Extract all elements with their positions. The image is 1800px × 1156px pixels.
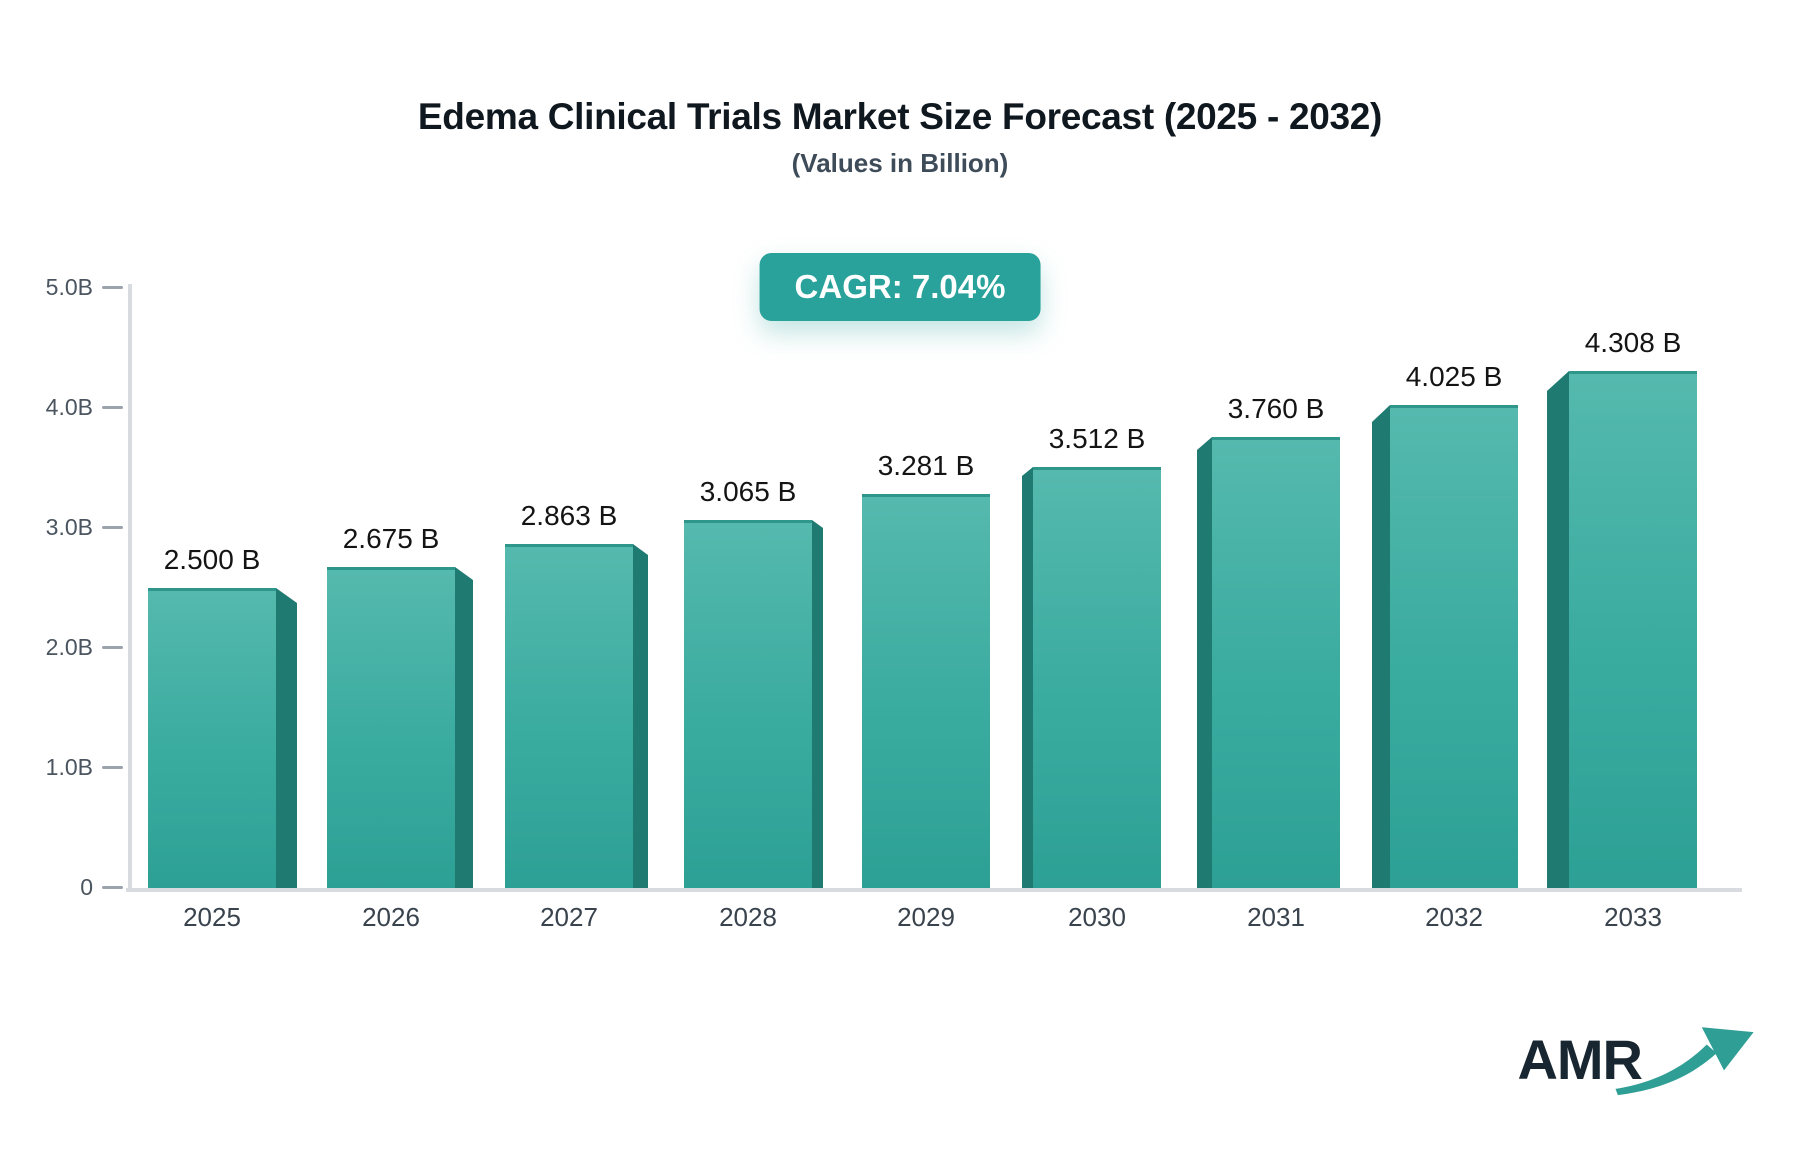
bar-3d-side [633,544,648,888]
x-axis-category-label: 2032 [1425,902,1483,932]
bar [1390,405,1518,888]
bar-3d-side [1197,437,1212,888]
bar-value-label: 3.512 B [1048,423,1146,454]
y-axis-tick-label: 1.0B [45,754,93,780]
x-axis-category-label: 2027 [540,902,598,932]
bar [327,567,455,888]
y-axis-tick-mark [102,526,123,529]
y-axis-tick-label: 2.0B [45,634,93,660]
y-axis-tick-mark [102,766,123,769]
x-axis-category-label: 2031 [1247,902,1305,932]
bar-value-label: 3.281 B [877,450,975,481]
bar-value-label: 2.500 B [163,544,261,575]
growth-arrow-icon [1615,1027,1754,1096]
y-axis-line [128,284,132,892]
bar [862,494,990,888]
bar-3d-side [1022,467,1033,888]
y-axis-tick-mark [102,406,123,409]
bar [1212,437,1340,888]
x-axis-line [126,888,1742,892]
bar-value-label: 3.760 B [1227,393,1325,424]
y-axis-tick-mark [102,886,123,889]
y-axis-tick-label: 0 [80,874,93,900]
bar-value-label: 2.863 B [520,500,618,531]
bar-3d-side [812,520,823,888]
x-axis-category-label: 2026 [362,902,420,932]
bar-3d-side [1372,405,1390,888]
bar-value-label: 4.025 B [1405,361,1503,392]
bar [1569,371,1697,888]
chart-subtitle: (Values in Billion) [791,148,1009,178]
bar-3d-side [276,588,297,888]
x-axis-category-label: 2033 [1604,902,1662,932]
chart-title: Edema Clinical Trials Market Size Foreca… [417,96,1383,137]
bar-3d-side [1547,371,1569,888]
y-axis-tick-mark [102,646,123,649]
bar-3d-side [455,567,473,888]
bar-value-label: 3.065 B [699,476,797,507]
bar [684,520,812,888]
bar [505,544,633,888]
x-axis-category-label: 2029 [897,902,955,932]
y-axis-tick-label: 4.0B [45,394,93,420]
bar-value-label: 2.675 B [342,523,440,554]
y-axis-tick-mark [102,286,123,289]
amr-logo-text: AMR [1517,1028,1643,1091]
x-axis-category-label: 2025 [183,902,241,932]
y-axis-tick-label: 3.0B [45,514,93,540]
amr-logo: AMR [1517,1027,1762,1100]
bar [1033,467,1161,888]
y-axis-tick-label: 5.0B [45,274,93,300]
cagr-badge: CAGR: 7.04% [759,253,1041,321]
x-axis-category-label: 2030 [1068,902,1126,932]
bar [148,588,276,888]
bar-value-label: 4.308 B [1584,327,1682,358]
x-axis-category-label: 2028 [719,902,777,932]
